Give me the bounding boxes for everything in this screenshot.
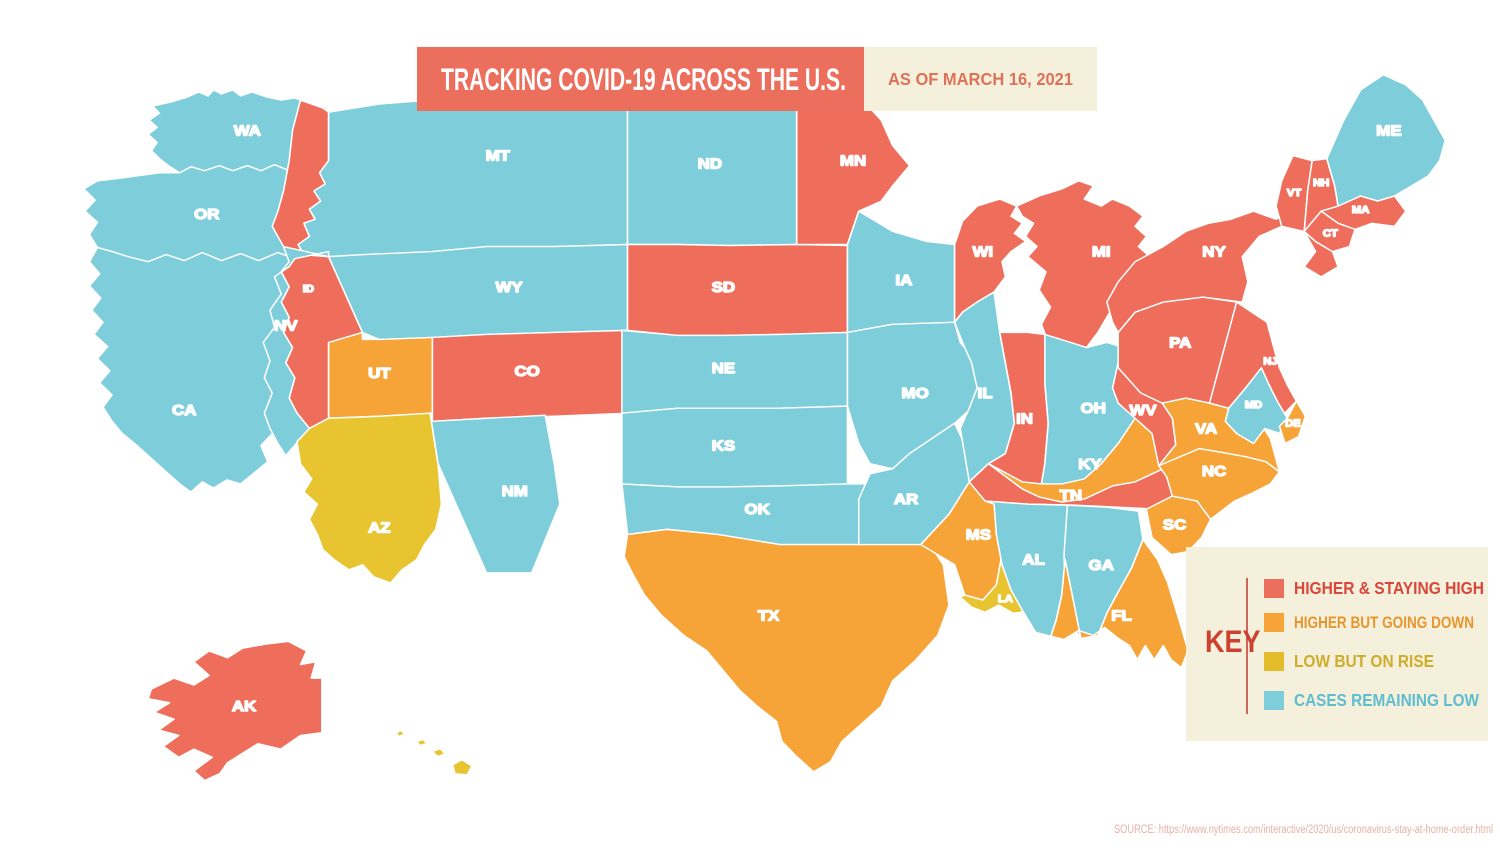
svg-text:OR: OR bbox=[194, 206, 220, 223]
svg-text:IA: IA bbox=[895, 272, 912, 289]
svg-text:AR: AR bbox=[894, 491, 919, 508]
svg-text:CA: CA bbox=[172, 402, 197, 419]
svg-text:SC: SC bbox=[1163, 516, 1187, 533]
svg-text:TN: TN bbox=[1060, 487, 1083, 504]
svg-text:UT: UT bbox=[368, 365, 391, 382]
svg-text:NM: NM bbox=[502, 483, 528, 500]
svg-text:FL: FL bbox=[1111, 607, 1132, 624]
svg-text:IN: IN bbox=[1016, 410, 1033, 427]
svg-text:GA: GA bbox=[1089, 557, 1115, 574]
svg-text:MN: MN bbox=[840, 153, 866, 170]
svg-text:WV: WV bbox=[1129, 402, 1157, 419]
svg-text:KEY: KEY bbox=[1205, 625, 1260, 659]
svg-text:WA: WA bbox=[234, 122, 262, 139]
svg-text:AK: AK bbox=[232, 698, 257, 715]
svg-text:LA: LA bbox=[998, 594, 1013, 605]
svg-text:NH: NH bbox=[1313, 177, 1329, 188]
svg-text:ME: ME bbox=[1376, 122, 1402, 139]
svg-text:AZ: AZ bbox=[368, 519, 391, 536]
svg-text:DE: DE bbox=[1285, 418, 1301, 429]
svg-text:TX: TX bbox=[758, 607, 780, 624]
svg-text:KY: KY bbox=[1078, 456, 1102, 473]
svg-text:MO: MO bbox=[902, 385, 929, 402]
svg-text:VT: VT bbox=[1287, 188, 1302, 199]
svg-text:MT: MT bbox=[486, 147, 511, 164]
svg-text:TRACKING COVID-19 ACROSS THE U: TRACKING COVID-19 ACROSS THE U.S. bbox=[441, 62, 846, 98]
svg-text:CO: CO bbox=[514, 363, 539, 380]
svg-text:MD: MD bbox=[1245, 400, 1263, 411]
svg-text:SOURCE: https://www.nytimes.co: SOURCE: https://www.nytimes.com/interact… bbox=[1114, 824, 1493, 836]
svg-text:ID: ID bbox=[303, 283, 315, 294]
svg-text:OH: OH bbox=[1081, 400, 1106, 417]
svg-text:PA: PA bbox=[1169, 334, 1192, 351]
svg-text:NV: NV bbox=[274, 317, 298, 334]
svg-text:NE: NE bbox=[712, 360, 736, 377]
svg-text:NY: NY bbox=[1202, 243, 1226, 260]
svg-text:LOW BUT ON RISE: LOW BUT ON RISE bbox=[1294, 652, 1434, 671]
svg-text:OK: OK bbox=[745, 501, 771, 518]
svg-text:KS: KS bbox=[712, 437, 736, 454]
svg-text:HI: HI bbox=[457, 791, 468, 802]
svg-text:WI: WI bbox=[972, 243, 993, 260]
svg-text:IL: IL bbox=[978, 385, 993, 402]
svg-text:MA: MA bbox=[1352, 205, 1370, 216]
svg-text:MI: MI bbox=[1092, 243, 1111, 260]
svg-text:AS OF MARCH 16, 2021: AS OF MARCH 16, 2021 bbox=[888, 69, 1073, 89]
svg-text:HIGHER & STAYING HIGH: HIGHER & STAYING HIGH bbox=[1294, 579, 1484, 598]
svg-text:HIGHER BUT GOING DOWN: HIGHER BUT GOING DOWN bbox=[1294, 614, 1474, 632]
svg-text:AL: AL bbox=[1022, 552, 1045, 569]
svg-text:ND: ND bbox=[698, 156, 722, 173]
svg-text:SD: SD bbox=[712, 279, 735, 296]
svg-text:VA: VA bbox=[1195, 420, 1218, 437]
svg-text:CASES REMAINING LOW: CASES REMAINING LOW bbox=[1294, 691, 1479, 710]
svg-text:MS: MS bbox=[966, 526, 992, 543]
svg-text:NJ: NJ bbox=[1263, 356, 1277, 367]
svg-text:WY: WY bbox=[495, 279, 523, 296]
svg-text:NC: NC bbox=[1202, 463, 1227, 480]
svg-text:CT: CT bbox=[1323, 228, 1339, 239]
